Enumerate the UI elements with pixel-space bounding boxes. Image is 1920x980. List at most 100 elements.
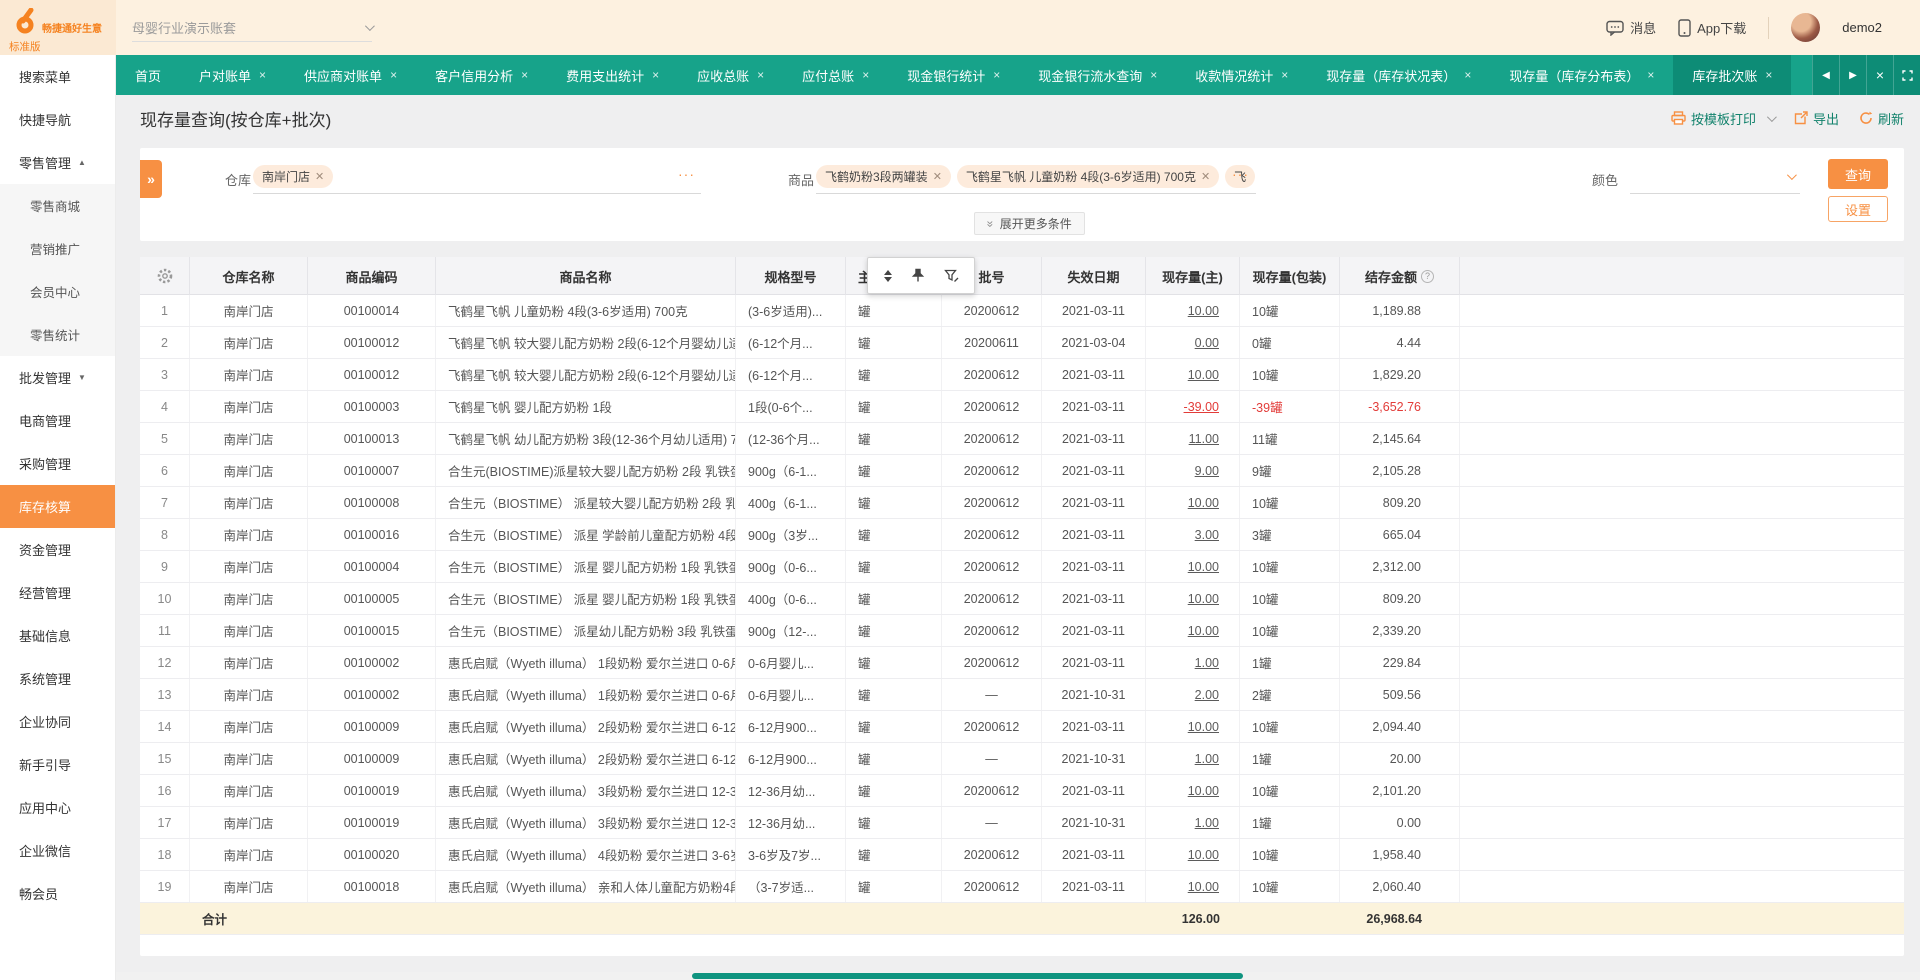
sidebar-item-采购管理[interactable]: 采购管理 bbox=[0, 442, 115, 485]
horizontal-scrollbar-thumb[interactable] bbox=[692, 973, 1243, 979]
qty-main-link[interactable]: 10.00 bbox=[1187, 303, 1219, 318]
sidebar-item-库存核算[interactable]: 库存核算 bbox=[0, 485, 115, 528]
column-header-规格型号[interactable]: 规格型号 bbox=[736, 257, 846, 295]
tab-客户信用分析[interactable]: 客户信用分析 × bbox=[416, 55, 547, 95]
tab-close-icon[interactable]: × bbox=[862, 68, 870, 82]
fullscreen-icon[interactable] bbox=[1893, 55, 1920, 95]
column-header-结存金额[interactable]: 结存金额? bbox=[1340, 257, 1460, 295]
tab-close-icon[interactable]: × bbox=[1765, 68, 1773, 82]
sidebar-item-电商管理[interactable]: 电商管理 bbox=[0, 399, 115, 442]
pin-column-icon[interactable] bbox=[911, 268, 925, 283]
qty-main-link[interactable]: 0.00 bbox=[1194, 335, 1219, 350]
tab-close-icon[interactable]: × bbox=[1281, 68, 1289, 82]
export-button[interactable]: 导出 bbox=[1794, 109, 1839, 128]
tag-remove-icon[interactable]: ✕ bbox=[1200, 171, 1211, 183]
tab-收款情况统计[interactable]: 收款情况统计 × bbox=[1176, 55, 1307, 95]
column-header-仓库名称[interactable]: 仓库名称 bbox=[190, 257, 308, 295]
filter-column-icon[interactable] bbox=[943, 269, 959, 283]
tab-现存量（库存分布表）[interactable]: 现存量（库存分布表） × bbox=[1490, 55, 1673, 95]
collapse-filter-button[interactable]: » bbox=[140, 160, 162, 198]
tab-close-icon[interactable]: × bbox=[1647, 68, 1655, 82]
tab-应收总账[interactable]: 应收总账 × bbox=[678, 55, 783, 95]
sidebar-item-新手引导[interactable]: 新手引导 bbox=[0, 743, 115, 786]
sidebar-item-快捷导航[interactable]: 快捷导航 bbox=[0, 98, 115, 141]
qty-main-link[interactable]: 9.00 bbox=[1194, 463, 1219, 478]
column-settings-header[interactable] bbox=[140, 257, 190, 295]
tab-close-icon[interactable]: × bbox=[993, 68, 1001, 82]
tab-库存批次账[interactable]: 库存批次账 × bbox=[1673, 55, 1792, 95]
print-by-template-button[interactable]: 按模板打印 bbox=[1671, 109, 1777, 128]
warehouse-filter-field[interactable]: 南岸门店 ✕ bbox=[253, 160, 701, 194]
sidebar-item-资金管理[interactable]: 资金管理 bbox=[0, 528, 115, 571]
sidebar-item-批发管理[interactable]: 批发管理 ▼ bbox=[0, 356, 115, 399]
sidebar-item-企业微信[interactable]: 企业微信 bbox=[0, 829, 115, 872]
qty-main-link[interactable]: -39.00 bbox=[1183, 399, 1219, 414]
settings-button[interactable]: 设置 bbox=[1828, 196, 1888, 222]
sidebar-item-搜索菜单[interactable]: 搜索菜单 bbox=[0, 55, 115, 98]
tag-remove-icon[interactable]: ✕ bbox=[315, 171, 325, 183]
search-button[interactable]: 查询 bbox=[1828, 159, 1888, 189]
tab-scroll-right-button[interactable]: ▶ bbox=[1839, 55, 1866, 95]
tab-现存量（库存状况表）[interactable]: 现存量（库存状况表） × bbox=[1307, 55, 1490, 95]
qty-main-link[interactable]: 11.00 bbox=[1188, 431, 1219, 446]
sort-icon[interactable] bbox=[883, 269, 892, 282]
qty-main-link[interactable]: 1.00 bbox=[1194, 815, 1219, 830]
column-header-失效日期[interactable]: 失效日期 bbox=[1042, 257, 1146, 295]
messages-button[interactable]: 消息 bbox=[1606, 18, 1656, 37]
tab-供应商对账单[interactable]: 供应商对账单 × bbox=[285, 55, 416, 95]
tab-close-icon[interactable]: × bbox=[259, 68, 267, 82]
product-more-ellipsis[interactable]: ··· bbox=[1232, 166, 1249, 182]
column-header-商品名称[interactable]: 商品名称 bbox=[436, 257, 736, 295]
sidebar-item-基础信息[interactable]: 基础信息 bbox=[0, 614, 115, 657]
tab-户对账单[interactable]: 户对账单 × bbox=[180, 55, 285, 95]
help-icon[interactable]: ? bbox=[1421, 269, 1434, 283]
qty-main-link[interactable]: 10.00 bbox=[1187, 495, 1219, 510]
expand-more-conditions-button[interactable]: » 展开更多条件 bbox=[974, 212, 1085, 235]
tab-close-icon[interactable]: × bbox=[521, 68, 529, 82]
column-header-商品编码[interactable]: 商品编码 bbox=[308, 257, 436, 295]
tab-close-icon[interactable]: × bbox=[757, 68, 765, 82]
tab-close-icon[interactable]: × bbox=[1150, 68, 1158, 82]
tab-费用支出统计[interactable]: 费用支出统计 × bbox=[547, 55, 678, 95]
sidebar-item-畅会员[interactable]: 畅会员 bbox=[0, 872, 115, 915]
qty-main-link[interactable]: 10.00 bbox=[1187, 367, 1219, 382]
qty-main-link[interactable]: 10.00 bbox=[1187, 559, 1219, 574]
tab-scroll-left-button[interactable]: ◀ bbox=[1812, 55, 1839, 95]
qty-main-link[interactable]: 1.00 bbox=[1194, 655, 1219, 670]
sidebar-item-零售管理[interactable]: 零售管理 ▲ bbox=[0, 141, 115, 184]
tab-close-icon[interactable]: × bbox=[390, 68, 398, 82]
sidebar-item-企业协同[interactable]: 企业协同 bbox=[0, 700, 115, 743]
horizontal-scrollbar-track[interactable] bbox=[116, 972, 1920, 980]
qty-main-link[interactable]: 10.00 bbox=[1187, 783, 1219, 798]
app-download-button[interactable]: App下载 bbox=[1678, 18, 1746, 37]
sidebar-item-系统管理[interactable]: 系统管理 bbox=[0, 657, 115, 700]
qty-main-link[interactable]: 3.00 bbox=[1194, 527, 1219, 542]
warehouse-more-ellipsis[interactable]: ··· bbox=[678, 166, 695, 182]
tab-首页[interactable]: 首页 bbox=[116, 55, 180, 95]
qty-main-link[interactable]: 10.00 bbox=[1187, 623, 1219, 638]
close-all-tabs-button[interactable]: × bbox=[1866, 55, 1893, 95]
column-header-批号[interactable]: 批号 bbox=[942, 257, 1042, 295]
sidebar-item-会员中心[interactable]: 会员中心 bbox=[0, 270, 115, 313]
tab-close-icon[interactable]: × bbox=[1464, 68, 1472, 82]
qty-main-link[interactable]: 2.00 bbox=[1194, 687, 1219, 702]
account-select[interactable]: 母婴行业演示账套 bbox=[132, 14, 375, 42]
sidebar-item-营销推广[interactable]: 营销推广 bbox=[0, 227, 115, 270]
sidebar-item-应用中心[interactable]: 应用中心 bbox=[0, 786, 115, 829]
refresh-button[interactable]: 刷新 bbox=[1859, 109, 1904, 128]
sidebar-item-零售统计[interactable]: 零售统计 bbox=[0, 313, 115, 356]
tab-应付总账[interactable]: 应付总账 × bbox=[783, 55, 888, 95]
product-filter-field[interactable]: 飞鹤奶粉3段两罐装 ✕ 飞鹤星飞帆 儿童奶粉 4段(3-6岁适用) 700克 ✕ 飞 bbox=[816, 160, 1256, 194]
tab-现金银行流水查询[interactable]: 现金银行流水查询 × bbox=[1019, 55, 1176, 95]
tab-现金银行统计[interactable]: 现金银行统计 × bbox=[888, 55, 1019, 95]
sidebar-item-经营管理[interactable]: 经营管理 bbox=[0, 571, 115, 614]
qty-main-link[interactable]: 10.00 bbox=[1187, 879, 1219, 894]
qty-main-link[interactable]: 10.00 bbox=[1187, 591, 1219, 606]
color-filter-field[interactable] bbox=[1630, 160, 1800, 194]
column-header-现存量(包装)[interactable]: 现存量(包装) bbox=[1240, 257, 1340, 295]
tab-close-icon[interactable]: × bbox=[652, 68, 660, 82]
avatar[interactable] bbox=[1791, 13, 1821, 42]
qty-main-link[interactable]: 1.00 bbox=[1194, 751, 1219, 766]
qty-main-link[interactable]: 10.00 bbox=[1187, 719, 1219, 734]
column-header-现存量(主)[interactable]: 现存量(主) bbox=[1146, 257, 1240, 295]
